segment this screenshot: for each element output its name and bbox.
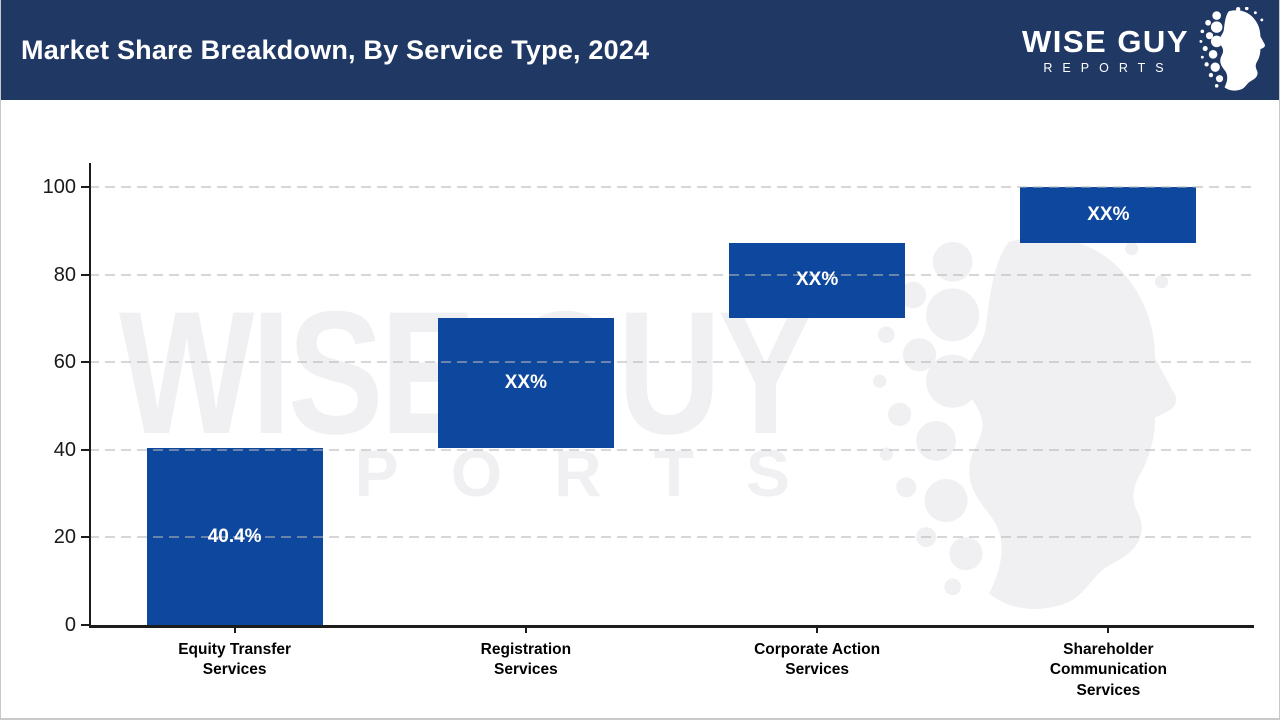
x-tick [816,625,819,633]
gridline [89,273,1254,276]
bar-value-label: XX% [796,269,839,291]
gridline [89,186,1254,188]
category-label: Registration Services [480,641,572,679]
category-label: Corporate Action Services [754,641,881,679]
y-tick-label: 80 [53,263,76,286]
y-axis-line [89,163,91,628]
y-tick [81,624,89,626]
bar-value-label: 40.4% [207,525,262,547]
y-tick [81,186,89,188]
bar-segment [437,317,614,449]
y-tick-label: 40 [53,438,76,461]
y-tick-label: 60 [53,351,76,374]
gridline [89,536,1254,539]
y-tick-label: 0 [64,614,76,636]
x-axis-line [89,625,1254,628]
x-tick [233,625,236,633]
y-tick-label: 100 [42,176,76,198]
header-bar: Market Share Breakdown, By Service Type,… [1,0,1279,100]
y-tick [81,536,89,539]
gridline [89,448,1254,451]
logo-subtext: REPORTS [1043,60,1174,75]
x-tick [524,625,527,633]
logo-text: WISE GUY REPORTS [1021,24,1189,75]
bar-segment [1020,187,1197,244]
category-label: Shareholder Communication Services [1049,641,1167,699]
y-tick [81,361,89,364]
category-label: Equity Transfer Services [178,641,292,679]
y-tick-label: 20 [53,526,76,549]
wiseguy-face-icon [1199,7,1265,91]
bar-value-label: XX% [504,371,547,393]
chart-title: Market Share Breakdown, By Service Type,… [21,34,650,65]
x-tick [1107,625,1110,633]
y-tick [81,273,89,276]
logo-wordmark: WISE GUY [1021,24,1189,60]
y-tick [81,448,89,451]
bar-value-label: XX% [1087,204,1130,226]
wiseguy-logo: WISE GUY REPORTS [1022,7,1267,93]
bar-segment [729,243,906,318]
gridline [89,361,1254,364]
